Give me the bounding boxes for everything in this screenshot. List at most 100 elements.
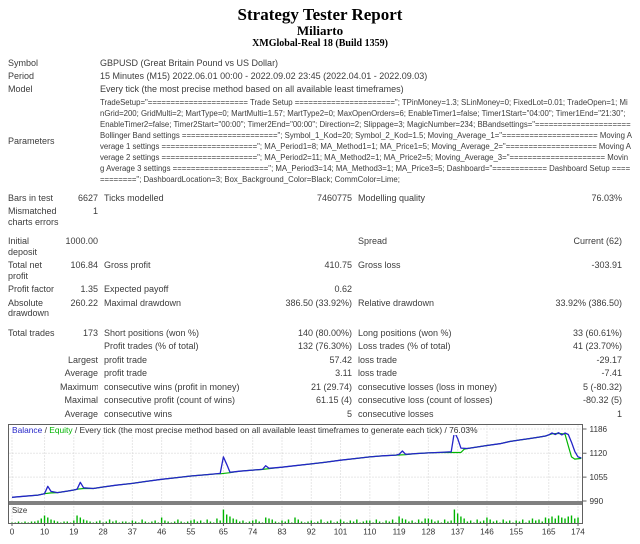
stats-row: Mismatched charts errors 1	[8, 205, 622, 229]
stat-label	[8, 353, 60, 367]
trade-size-bar	[424, 518, 426, 523]
trade-size-bar	[225, 514, 228, 523]
stat-label	[8, 380, 60, 394]
x-tick-label: 110	[363, 527, 376, 536]
x-tick-label: 46	[157, 527, 167, 536]
symbol-value: GBPUSD (Great Britain Pound vs US Dollar…	[100, 58, 279, 68]
stat-value: 57.42	[329, 354, 352, 365]
stat-value: -7.41	[601, 368, 622, 378]
stat-label: Modelling quality	[358, 192, 426, 203]
stat-label: Total trades	[8, 327, 55, 338]
trade-size-bar	[268, 518, 270, 523]
trade-size-bar	[271, 519, 273, 523]
trade-size-bar	[486, 517, 488, 523]
chart-frame	[8, 423, 583, 524]
stat-label: Gross loss	[358, 260, 401, 270]
x-tick-label: 128	[422, 527, 436, 536]
stat-value: 173	[82, 327, 98, 338]
stat-value: 386.50 (33.92%)	[285, 297, 352, 308]
legend-bg	[10, 425, 463, 435]
trade-size-bar	[232, 518, 234, 523]
size-panel-label: Size	[12, 506, 27, 515]
stat-label: Expected payoff	[104, 284, 169, 294]
info-row: Parameters TradeSetup="==================…	[8, 96, 632, 186]
stat-label: Profit factor	[8, 284, 55, 294]
stat-value: 6627	[77, 192, 98, 203]
stat-label: Spread	[358, 236, 388, 246]
stat-value	[528, 205, 622, 229]
trade-size-bar	[297, 519, 299, 523]
x-tick-label: 174	[571, 527, 585, 536]
x-tick-label: 28	[99, 527, 109, 536]
info-label: Parameters	[8, 135, 55, 146]
trade-size-bar	[570, 515, 573, 523]
trade-size-bar	[235, 519, 238, 523]
stat-value: 1	[616, 408, 622, 419]
stat-value: -29.17	[596, 354, 622, 365]
stats-table: Bars in test 6627 Ticks modelled 7460775 Mod…	[8, 191, 622, 421]
stat-label: consecutive loss (count of losses)	[358, 395, 493, 405]
x-tick-label: 83	[277, 527, 287, 536]
stat-value: Maximum	[60, 381, 98, 392]
trade-size-bar	[229, 516, 231, 523]
trade-size-bar	[544, 517, 547, 523]
info-row: Period 15 Minutes (M15) 2022.06.01 00:00 …	[8, 70, 632, 83]
stat-label: consecutive wins	[104, 408, 173, 419]
server-build: XMGlobal-Real 18 (Build 1359)	[252, 38, 388, 49]
stat-label: Bars in test	[8, 192, 54, 203]
trade-size-bar	[255, 519, 257, 523]
stat-label: Gross profit	[104, 260, 151, 270]
stats-row: Largest profit trade 57.42 loss trade -29.17	[8, 353, 622, 367]
x-tick-label: 146	[480, 527, 494, 536]
stat-label: Initial deposit	[8, 236, 38, 257]
expert-name: Miliarto	[296, 23, 344, 38]
stat-value: 33 (60.61%)	[572, 327, 622, 338]
trade-size-bar	[193, 519, 195, 523]
stat-label: Short positions (won %)	[104, 327, 200, 338]
stat-value: 1	[92, 206, 98, 216]
trade-size-bar	[43, 515, 46, 523]
trade-size-bar	[548, 518, 550, 523]
stat-label	[98, 205, 256, 229]
trade-size-bar	[294, 517, 296, 523]
trade-size-bar	[47, 517, 49, 523]
model-value: Every tick (the most precise method base…	[100, 84, 404, 94]
trade-size-bar	[141, 519, 143, 523]
stat-value: 106.84	[70, 260, 98, 270]
trade-size-bar	[574, 518, 576, 523]
stat-label: loss trade	[358, 354, 398, 365]
trade-size-bar	[391, 519, 394, 523]
stat-value: Current (62)	[573, 236, 622, 246]
trade-size-bar	[40, 518, 42, 523]
trade-size-bar	[108, 519, 111, 523]
chart-legend: Balance / Equity / Every tick (the most …	[12, 425, 478, 435]
y-tick-label: 990	[590, 497, 604, 506]
stat-value: 7460775	[316, 192, 352, 203]
trade-size-bar	[577, 517, 579, 523]
trade-size-bar	[160, 517, 163, 523]
stat-value: 410.75	[324, 260, 352, 270]
stat-label	[8, 367, 60, 381]
trade-size-bar	[206, 519, 208, 523]
stat-label	[8, 394, 60, 408]
trade-size-bar	[82, 519, 85, 523]
stat-value: Largest	[67, 354, 98, 365]
trade-size-bar	[443, 519, 446, 523]
stat-label	[352, 283, 528, 297]
stats-row: Maximum consecutive wins (profit in money…	[8, 380, 622, 394]
trade-size-bar	[557, 515, 560, 523]
info-row: Symbol GBPUSD (Great Britain Pound vs US …	[8, 57, 632, 70]
report-title: Strategy Tester Report	[237, 5, 403, 24]
trade-size-bar	[551, 516, 553, 523]
stat-value	[256, 205, 352, 229]
trade-size-bar	[76, 515, 78, 523]
trade-size-bar	[554, 518, 556, 523]
report-header: Strategy Tester Report Miliarto XMGlobal…	[0, 0, 640, 50]
stats-row: Bars in test 6627 Ticks modelled 7460775 Mod…	[8, 191, 622, 205]
stat-value: 0.62	[334, 284, 352, 294]
stat-value: 1.35	[80, 284, 98, 294]
stat-label: consecutive losses (loss in money)	[358, 381, 498, 392]
stat-value: 5 (-80.32)	[582, 381, 622, 392]
trade-size-bar	[502, 519, 504, 523]
info-label: Symbol	[8, 58, 39, 68]
